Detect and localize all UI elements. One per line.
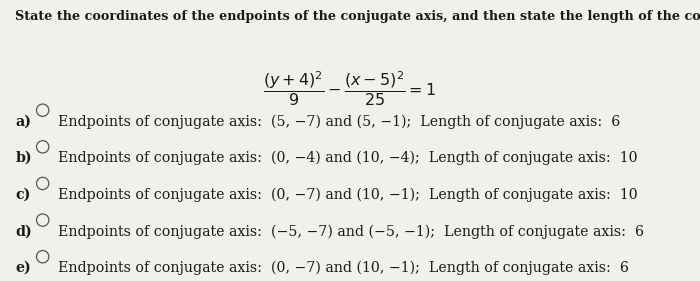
Text: a): a) <box>15 114 32 128</box>
Text: Endpoints of conjugate axis:  (0, −7) and (10, −1);  Length of conjugate axis:  : Endpoints of conjugate axis: (0, −7) and… <box>58 188 638 202</box>
Text: Endpoints of conjugate axis:  (−5, −7) and (−5, −1);  Length of conjugate axis: : Endpoints of conjugate axis: (−5, −7) an… <box>58 224 645 239</box>
Text: Endpoints of conjugate axis:  (0, −7) and (10, −1);  Length of conjugate axis:  : Endpoints of conjugate axis: (0, −7) and… <box>58 261 629 275</box>
Text: d): d) <box>15 224 32 238</box>
Text: b): b) <box>15 151 32 165</box>
Text: $\dfrac{(y+4)^{2}}{9} - \dfrac{(x-5)^{2}}{25} = 1$: $\dfrac{(y+4)^{2}}{9} - \dfrac{(x-5)^{2}… <box>263 69 437 108</box>
Text: State the coordinates of the endpoints of the conjugate axis, and then state the: State the coordinates of the endpoints o… <box>15 10 700 23</box>
Text: c): c) <box>15 188 31 201</box>
Text: Endpoints of conjugate axis:  (5, −7) and (5, −1);  Length of conjugate axis:  6: Endpoints of conjugate axis: (5, −7) and… <box>58 114 621 129</box>
Text: Endpoints of conjugate axis:  (0, −4) and (10, −4);  Length of conjugate axis:  : Endpoints of conjugate axis: (0, −4) and… <box>58 151 638 165</box>
Text: e): e) <box>15 261 31 275</box>
